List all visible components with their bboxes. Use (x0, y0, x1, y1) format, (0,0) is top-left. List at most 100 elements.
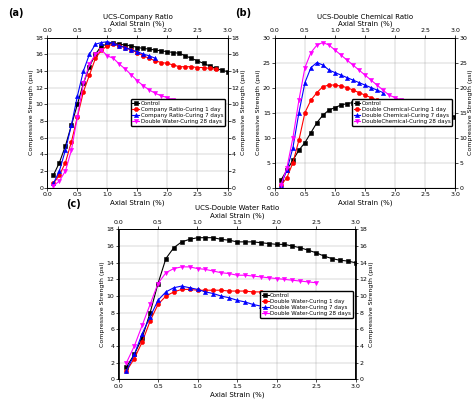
DoubleChemical-Curing 28 days (362, 73, 368, 78)
Control (416, 107, 422, 112)
Double Water-Curing 28 days (87, 62, 92, 67)
Double Water-Curing 1 day (131, 356, 137, 361)
Control (210, 235, 216, 240)
Company Ratio-Curing 1 day (189, 64, 194, 69)
Double Water-Curing 7 days (139, 331, 145, 336)
DoubleChemical-Curing 28 days (302, 65, 308, 70)
Double Water-Curing 28 days (69, 148, 74, 153)
DoubleChemical-Curing 28 days (344, 58, 350, 63)
Control (290, 244, 295, 249)
Control (201, 61, 206, 66)
DoubleChemical-Curing 28 days (314, 43, 320, 48)
Company Ratio-Curing 1 day (99, 48, 104, 53)
Company Ratio-Curing 1 day (51, 181, 56, 186)
Control (124, 364, 129, 369)
Control (139, 335, 145, 340)
Control (250, 239, 255, 244)
Double Chemical-Curing 1 day (392, 105, 398, 110)
DoubleChemical-Curing 28 days (356, 68, 362, 73)
Double Water-Curing 7 days (147, 314, 153, 319)
Line: DoubleChemical-Curing 28 days: DoubleChemical-Curing 28 days (279, 40, 403, 187)
Double Chemical-Curing 1 day (296, 138, 302, 143)
Control (56, 160, 62, 165)
Double Chemical-Curing 7 days (320, 63, 326, 68)
Control (356, 100, 362, 105)
DoubleChemical-Curing 28 days (350, 63, 356, 68)
Double Water-Curing 28 days (135, 78, 140, 83)
Double Chemical-Curing 1 day (356, 90, 362, 95)
Double Chemical-Curing 1 day (290, 160, 296, 165)
Control (345, 259, 350, 264)
DoubleChemical-Curing 28 days (278, 183, 284, 188)
Double Water-Curing 28 days (110, 56, 116, 61)
Double Chemical-Curing 1 day (374, 98, 380, 103)
Double Water-Curing 28 days (195, 266, 201, 271)
Double Chemical-Curing 1 day (308, 98, 314, 103)
Control (153, 48, 158, 53)
Double Water-Curing 28 days (250, 274, 255, 279)
Double Water-Curing 28 days (123, 67, 128, 72)
Control (428, 109, 434, 114)
Company Ratio-Curing 7 days (51, 181, 56, 186)
Double Chemical-Curing 1 day (320, 84, 326, 89)
Double Water-Curing 28 days (266, 275, 272, 280)
Control (213, 66, 219, 71)
Company Ratio-Curing 7 days (105, 39, 110, 44)
Double Chemical-Curing 7 days (296, 110, 302, 115)
Control (422, 108, 428, 113)
Double Water-Curing 7 days (163, 289, 169, 294)
Double Chemical-Curing 1 day (362, 93, 368, 98)
Double Chemical-Curing 7 days (362, 83, 368, 88)
Control (219, 68, 224, 73)
DoubleChemical-Curing 28 days (332, 48, 338, 53)
Company Ratio-Curing 7 days (146, 53, 152, 58)
Control (258, 240, 264, 245)
Company Ratio-Curing 1 day (135, 50, 140, 55)
Control (296, 148, 302, 153)
Double Water-Curing 1 day (187, 287, 192, 292)
Control (337, 258, 343, 263)
Company Ratio-Curing 1 day (56, 173, 62, 178)
Double Water-Curing 28 days (105, 53, 110, 58)
Double Water-Curing 1 day (258, 289, 264, 294)
Double Water-Curing 1 day (124, 369, 129, 374)
Double Water-Curing 1 day (179, 287, 184, 292)
Double Chemical-Curing 7 days (308, 65, 314, 70)
Double Water-Curing 7 days (131, 352, 137, 357)
Double Water-Curing 1 day (155, 302, 161, 307)
Double Chemical-Curing 7 days (356, 80, 362, 85)
Company Ratio-Curing 1 day (81, 89, 86, 94)
Double Water-Curing 28 days (139, 323, 145, 328)
Line: Control: Control (279, 100, 457, 182)
Double Chemical-Curing 1 day (284, 175, 290, 180)
Double Water-Curing 7 days (226, 295, 232, 300)
Control (69, 123, 74, 128)
Double Water-Curing 1 day (139, 339, 145, 344)
Control (446, 113, 452, 118)
Control (171, 245, 177, 250)
Text: (c): (c) (66, 199, 81, 209)
Line: Double Water-Curing 1 day: Double Water-Curing 1 day (124, 287, 263, 373)
Double Water-Curing 28 days (179, 264, 184, 269)
Double Water-Curing 28 days (51, 183, 56, 188)
DoubleChemical-Curing 28 days (398, 98, 404, 103)
X-axis label: Axial Strain (%): Axial Strain (%) (110, 200, 164, 206)
Double Water-Curing 1 day (210, 288, 216, 293)
Double Water-Curing 7 days (155, 298, 161, 303)
Double Water-Curing 28 days (131, 344, 137, 349)
Control (368, 100, 374, 105)
Double Chemical-Curing 1 day (380, 100, 386, 105)
Company Ratio-Curing 7 days (128, 48, 134, 53)
Double Water-Curing 1 day (250, 289, 255, 294)
Control (302, 140, 308, 145)
Company Ratio-Curing 7 days (92, 42, 98, 47)
Line: Double Water-Curing 28 days: Double Water-Curing 28 days (124, 265, 318, 365)
Legend: Control, Double Water-Curing 1 day, Double Water-Curing 7 days, Double Water-Cur: Control, Double Water-Curing 1 day, Doub… (260, 291, 353, 318)
Company Ratio-Curing 1 day (171, 63, 176, 68)
Double Chemical-Curing 1 day (350, 88, 356, 93)
Control (338, 103, 344, 108)
Double Chemical-Curing 7 days (326, 68, 332, 73)
Control (182, 53, 188, 58)
DoubleChemical-Curing 28 days (284, 165, 290, 170)
Control (225, 69, 230, 74)
